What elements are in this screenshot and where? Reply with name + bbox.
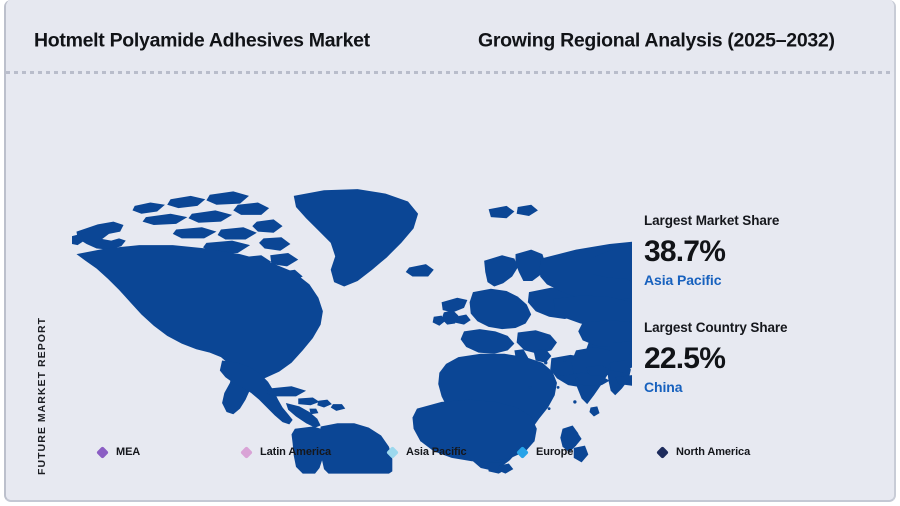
legend-marker-mea [96, 445, 109, 459]
legend-label-north-america: North America [676, 446, 751, 458]
header-divider [6, 71, 894, 75]
legend-item-north-america[interactable]: North America [656, 445, 751, 459]
world-map-oceania [72, 178, 632, 478]
body-area: FUTURE MARKET REPORT [6, 74, 894, 500]
header-bar: Hotmelt Polyamide Adhesives Market Growi… [6, 0, 894, 72]
legend-marker-asia-pacific [386, 445, 399, 459]
legend-marker-latin-america [240, 445, 253, 459]
stat-label-country-share: Largest Country Share [644, 320, 788, 336]
legend-marker-europe [516, 445, 529, 459]
page-title-left: Hotmelt Polyamide Adhesives Market [34, 29, 370, 52]
stat-block-market-share: Largest Market Share 38.7% Asia Pacific [644, 213, 884, 289]
legend-marker-north-america [656, 445, 669, 459]
page-title-right: Growing Regional Analysis (2025–2032) [478, 29, 835, 52]
legend-item-asia-pacific[interactable]: Asia Pacific [386, 445, 467, 459]
legend-label-asia-pacific: Asia Pacific [406, 446, 467, 458]
stat-value-country-share: 22.5% [644, 341, 726, 375]
world-map-oceania-svg [412, 350, 632, 474]
legend-label-mea: MEA [116, 446, 141, 458]
stat-sub-market-share: Asia Pacific [644, 272, 722, 289]
stat-sub-country-share: China [644, 379, 683, 396]
legend-label-europe: Europe [536, 446, 574, 458]
legend-item-mea[interactable]: MEA [96, 445, 141, 459]
stat-block-country-share: Largest Country Share 22.5% China [644, 320, 884, 396]
legend-item-latin-america[interactable]: Latin America [240, 445, 332, 459]
legend-label-latin-america: Latin America [260, 446, 332, 458]
stat-value-market-share: 38.7% [644, 234, 726, 268]
stat-label-market-share: Largest Market Share [644, 213, 780, 228]
map-legend: MEA Latin America Asia Pacific Europe No [6, 445, 894, 486]
oceania-landmasses [412, 350, 632, 474]
infographic-card: Hotmelt Polyamide Adhesives Market Growi… [4, 0, 896, 502]
legend-item-europe[interactable]: Europe [516, 445, 574, 459]
stats-panel: Largest Market Share 38.7% Asia Pacific … [644, 213, 884, 396]
